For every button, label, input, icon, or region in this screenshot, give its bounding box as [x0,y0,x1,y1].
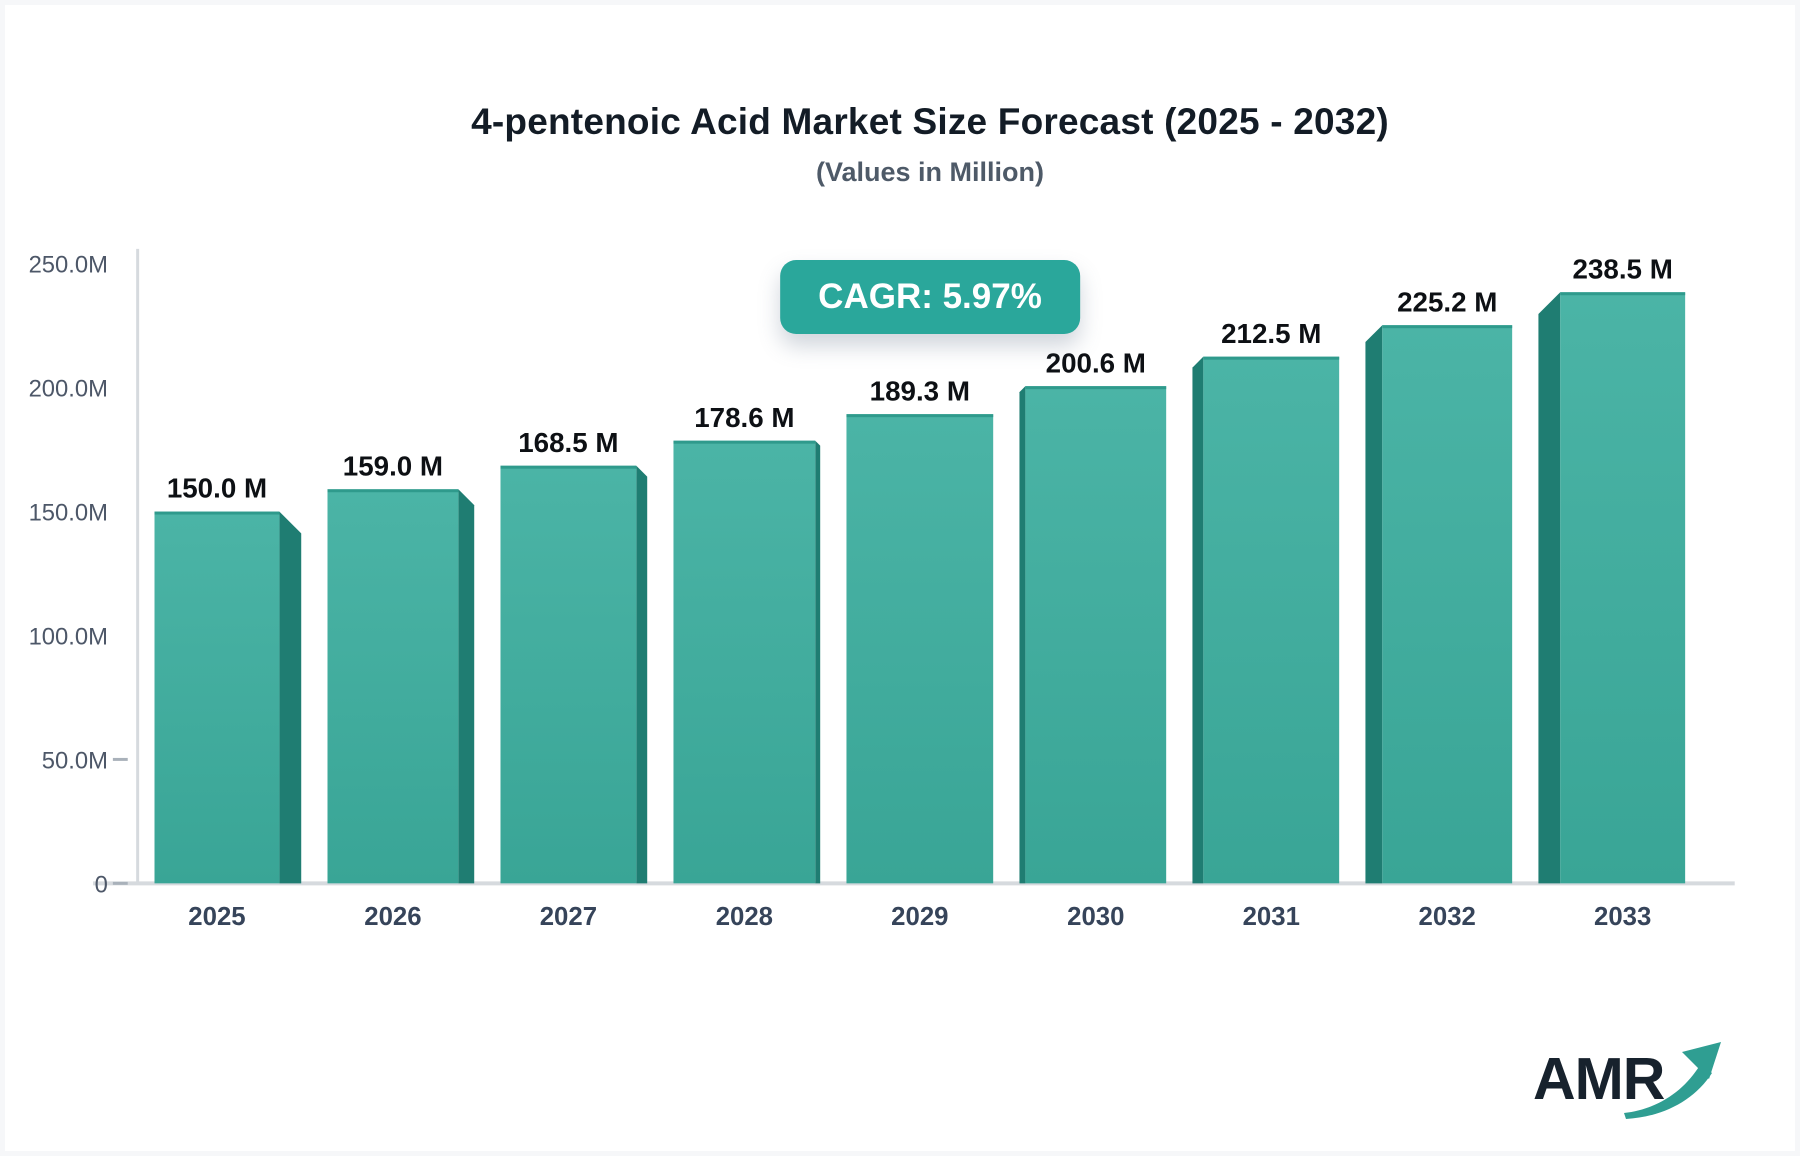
bar-value-label: 238.5 M [1573,253,1673,284]
chart-title: 4-pentenoic Acid Market Size Forecast (2… [471,101,1389,142]
bar-side-face [1365,325,1383,884]
bar-2033[interactable]: 238.5 M 2033 [1538,253,1686,931]
bar-top-edge [1560,292,1686,296]
bar-top-edge [154,511,280,515]
x-tick-label: 2032 [1419,903,1476,931]
y-tick-label: 50.0M [42,747,108,774]
bar-2028[interactable]: 178.6 M 2028 [673,402,821,931]
x-tick-label: 2027 [540,903,597,931]
x-tick-label: 2029 [891,903,948,931]
bar-value-label: 159.0 M [343,450,443,481]
bar-side-face [815,440,821,884]
x-tick-label: 2031 [1243,903,1300,931]
bar-side-face [1192,356,1204,884]
chart-subtitle: (Values in Million) [815,157,1045,187]
bar-chart: 250.0M 200.0M 150.0M 100.0M 50.0M 0 150.0 M 202… [29,248,1735,931]
cagr-badge: CAGR: 5.97% [780,260,1080,334]
bar-face [327,489,459,884]
bar-value-label: 150.0 M [167,473,267,504]
growth-arrow-icon [1624,1042,1721,1119]
x-tick-label: 2025 [188,903,245,931]
bar-value-label: 212.5 M [1221,318,1321,349]
bar-top-edge [327,489,459,493]
bar-value-label: 168.5 M [518,427,618,458]
bar-face [500,465,637,884]
bar-value-label: 189.3 M [870,375,970,406]
y-tick-label: 200.0M [29,376,108,403]
bar-side-face [279,511,302,884]
bar-2032[interactable]: 225.2 M 2032 [1365,286,1513,931]
bar-side-face [1538,292,1561,884]
bar-face [673,440,816,884]
bar-face [1025,386,1167,884]
chart-card: 4-pentenoic Acid Market Size Forecast (2… [5,5,1795,1151]
bar-2029[interactable]: 189.3 M 2029 [846,375,994,931]
cagr-badge-label: CAGR: 5.97% [818,277,1042,316]
bar-face [1382,325,1513,884]
bar-top-edge [846,414,994,418]
bar-top-edge [1025,386,1167,390]
amr-logo-text: AMR [1533,1046,1665,1112]
amr-logo: AMR [1533,1042,1763,1135]
bar-top-edge [1203,356,1340,360]
bar-2030[interactable]: 200.6 M 2030 [1019,347,1167,931]
bar-2025[interactable]: 150.0 M 2025 [154,473,302,931]
bar-side-face [1019,386,1026,884]
y-tick-label: 150.0M [29,500,108,527]
x-tick-label: 2028 [716,903,773,931]
bar-face [154,511,280,884]
y-tick-label: 250.0M [29,252,108,279]
bar-2031[interactable]: 212.5 M 2031 [1192,318,1340,931]
bar-top-edge [1382,325,1513,329]
x-tick-label: 2030 [1067,903,1124,931]
x-tick-label: 2033 [1594,903,1651,931]
bar-top-edge [500,465,637,469]
bar-side-face [458,489,475,884]
bar-value-label: 178.6 M [694,402,794,433]
bar-face [1203,356,1340,884]
bar-value-label: 225.2 M [1397,286,1497,317]
bar-value-label: 200.6 M [1046,347,1146,378]
y-tick-label: 0 [95,871,108,898]
bar-2027[interactable]: 168.5 M 2027 [500,427,648,931]
bar-top-edge [673,440,816,444]
x-tick-label: 2026 [364,903,421,931]
bar-face [846,414,994,884]
bar-side-face [636,465,648,884]
bar-face [1560,292,1686,884]
y-tick-label: 100.0M [29,623,108,650]
bar-2026[interactable]: 159.0 M 2026 [327,450,475,931]
